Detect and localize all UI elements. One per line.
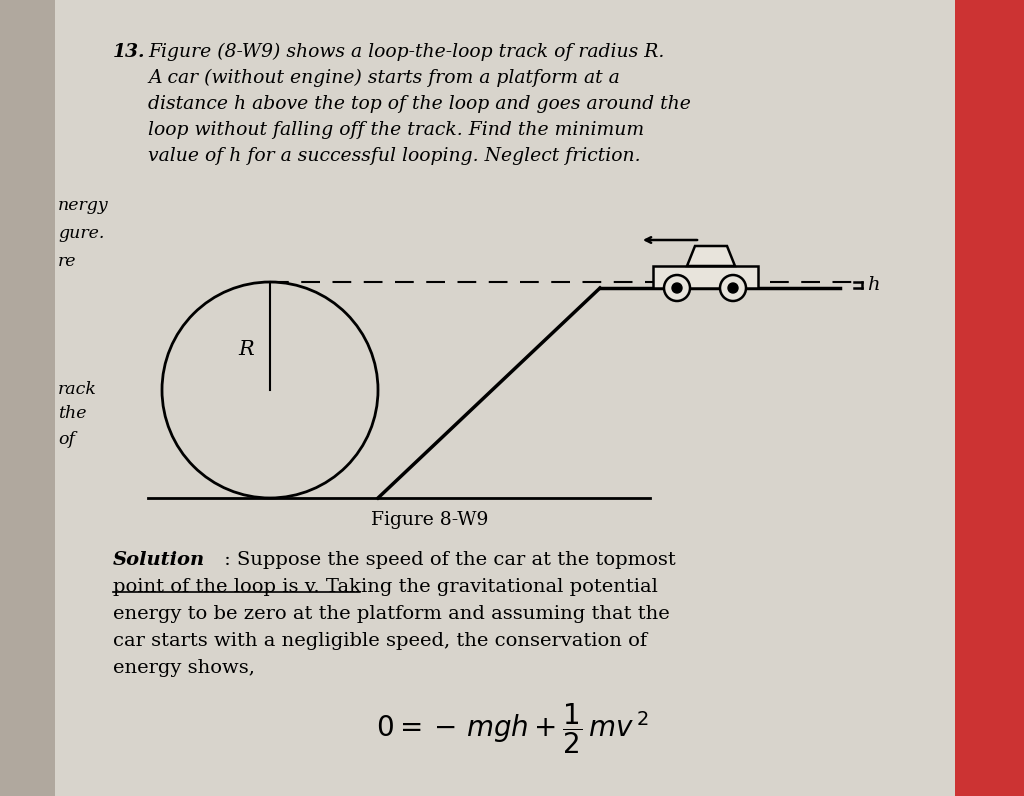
Text: A car (without engine) starts from a platform at a: A car (without engine) starts from a pla…: [148, 69, 620, 88]
Circle shape: [728, 283, 738, 293]
Text: distance h above the top of the loop and goes around the: distance h above the top of the loop and…: [148, 95, 691, 113]
Bar: [55, 0, 955, 796]
Text: re: re: [58, 252, 77, 270]
Text: energy shows,: energy shows,: [113, 659, 255, 677]
Text: loop without falling off the track. Find the minimum: loop without falling off the track. Find…: [148, 121, 644, 139]
Text: 13.: 13.: [113, 43, 145, 61]
Text: nergy: nergy: [58, 197, 109, 214]
Circle shape: [720, 275, 746, 301]
Text: R: R: [238, 340, 254, 359]
Text: the: the: [58, 405, 86, 423]
Text: of: of: [58, 431, 75, 448]
Text: $0 = -\,mgh + \dfrac{1}{2}\,mv^{\,2}$: $0 = -\,mgh + \dfrac{1}{2}\,mv^{\,2}$: [376, 701, 648, 755]
Text: gure.: gure.: [58, 224, 104, 241]
Text: h: h: [867, 276, 880, 294]
Bar: [955, 0, 1024, 796]
Text: : Suppose the speed of the car at the topmost: : Suppose the speed of the car at the to…: [218, 551, 676, 569]
Text: value of h for a successful looping. Neglect friction.: value of h for a successful looping. Neg…: [148, 147, 641, 165]
Circle shape: [672, 283, 682, 293]
Text: Figure 8-W9: Figure 8-W9: [372, 511, 488, 529]
Text: car starts with a negligible speed, the conservation of: car starts with a negligible speed, the …: [113, 632, 647, 650]
Circle shape: [664, 275, 690, 301]
Text: Figure (8-W9) shows a loop-the-loop track of radius R.: Figure (8-W9) shows a loop-the-loop trac…: [148, 43, 665, 61]
Text: Solution: Solution: [113, 551, 205, 569]
Text: energy to be zero at the platform and assuming that the: energy to be zero at the platform and as…: [113, 605, 670, 623]
Bar: [653, 266, 758, 288]
Text: point of the loop is v. Taking the gravitational potential: point of the loop is v. Taking the gravi…: [113, 578, 657, 596]
Text: rack: rack: [58, 380, 97, 397]
Polygon shape: [687, 246, 735, 266]
